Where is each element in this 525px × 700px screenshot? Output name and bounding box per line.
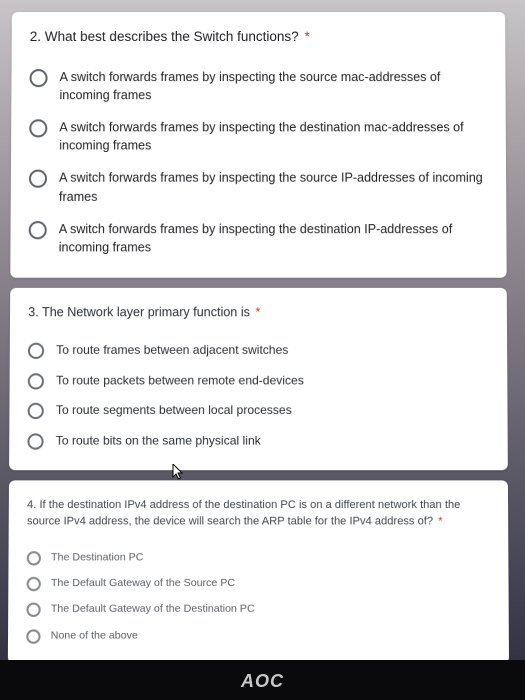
option-label: The Default Gateway of the Destination P… <box>51 602 255 618</box>
option-row[interactable]: To route segments between local processe… <box>28 396 490 426</box>
question-title: 2. What best describes the Switch functi… <box>30 28 488 47</box>
radio-icon[interactable] <box>27 551 41 565</box>
radio-icon[interactable] <box>27 577 41 591</box>
option-row[interactable]: A switch forwards frames by inspecting t… <box>29 61 487 111</box>
question-text: What best describes the Switch functions… <box>45 29 299 44</box>
radio-icon[interactable] <box>29 119 47 137</box>
question-card-4: 4. If the destination IPv4 address of th… <box>8 480 509 663</box>
radio-icon[interactable] <box>27 433 43 449</box>
option-row[interactable]: To route packets between remote end-devi… <box>28 366 490 396</box>
question-text: If the destination IPv4 address of the d… <box>27 499 460 528</box>
option-label: A switch forwards frames by inspecting t… <box>59 68 487 104</box>
form-viewport: 2. What best describes the Switch functi… <box>0 0 525 663</box>
option-label: To route frames between adjacent switche… <box>56 342 288 360</box>
option-label: To route segments between local processe… <box>56 402 292 420</box>
option-label: A switch forwards frames by inspecting t… <box>59 118 488 154</box>
question-card-2: 2. What best describes the Switch functi… <box>10 12 506 278</box>
option-label: A switch forwards frames by inspecting t… <box>59 220 489 257</box>
radio-icon[interactable] <box>29 170 47 188</box>
question-card-3: 3. The Network layer primary function is… <box>9 288 508 470</box>
option-row[interactable]: A switch forwards frames by inspecting t… <box>29 162 488 213</box>
question-title: 3. The Network layer primary function is… <box>28 304 489 322</box>
required-asterisk: * <box>438 516 442 528</box>
question-title: 4. If the destination IPv4 address of th… <box>27 497 490 531</box>
question-number: 2. <box>30 29 41 44</box>
option-label: The Default Gateway of the Source PC <box>51 576 235 592</box>
option-row[interactable]: A switch forwards frames by inspecting t… <box>28 213 488 264</box>
radio-icon[interactable] <box>26 629 40 643</box>
option-label: To route packets between remote end-devi… <box>56 372 304 390</box>
option-row[interactable]: The Default Gateway of the Source PC <box>27 571 491 597</box>
option-label: To route bits on the same physical link <box>56 432 261 450</box>
option-row[interactable]: To route bits on the same physical link <box>27 426 489 456</box>
option-row[interactable]: The Destination PC <box>27 545 491 571</box>
option-label: The Destination PC <box>51 550 143 566</box>
option-row[interactable]: The Default Gateway of the Destination P… <box>26 597 490 623</box>
required-asterisk: * <box>304 29 309 44</box>
radio-icon[interactable] <box>29 221 47 239</box>
question-number: 3. <box>28 305 39 319</box>
option-row[interactable]: A switch forwards frames by inspecting t… <box>29 111 488 162</box>
monitor-brand-logo: AOC <box>241 671 284 692</box>
radio-icon[interactable] <box>26 603 40 617</box>
question-number: 4. <box>27 499 36 511</box>
radio-icon[interactable] <box>28 343 44 359</box>
monitor-bezel: AOC <box>0 660 525 700</box>
question-text: The Network layer primary function is <box>42 305 250 319</box>
radio-icon[interactable] <box>28 403 44 419</box>
option-label: A switch forwards frames by inspecting t… <box>59 169 488 206</box>
option-row[interactable]: To route frames between adjacent switche… <box>28 336 489 366</box>
option-row[interactable]: None of the above <box>26 623 490 649</box>
radio-icon[interactable] <box>29 69 47 87</box>
option-label: None of the above <box>51 628 138 644</box>
required-asterisk: * <box>255 305 260 319</box>
radio-icon[interactable] <box>28 373 44 389</box>
